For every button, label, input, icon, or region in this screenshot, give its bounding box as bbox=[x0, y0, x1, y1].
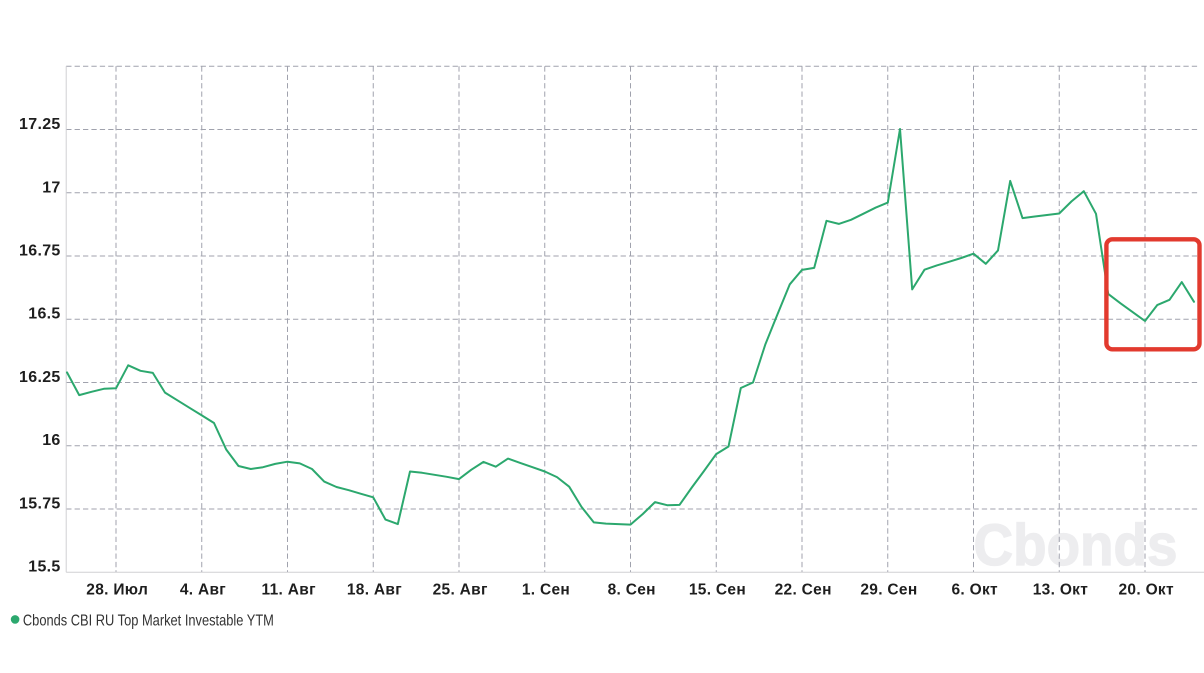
svg-text:1. Сен: 1. Сен bbox=[522, 582, 570, 599]
svg-text:17.25: 17.25 bbox=[19, 116, 61, 133]
svg-text:Cbonds CBI RU Top Market Inves: Cbonds CBI RU Top Market Investable YTM bbox=[23, 612, 274, 629]
svg-text:15.75: 15.75 bbox=[19, 496, 61, 513]
svg-text:6. Окт: 6. Окт bbox=[951, 582, 998, 599]
svg-text:20. Окт: 20. Окт bbox=[1119, 582, 1174, 599]
svg-text:16.25: 16.25 bbox=[19, 369, 61, 386]
svg-text:17: 17 bbox=[42, 179, 60, 196]
svg-text:25. Авг: 25. Авг bbox=[433, 582, 488, 599]
svg-text:15.5: 15.5 bbox=[28, 559, 60, 576]
svg-text:Cbonds: Cbonds bbox=[974, 513, 1178, 578]
svg-text:16: 16 bbox=[42, 432, 60, 449]
svg-text:13. Окт: 13. Окт bbox=[1033, 582, 1088, 599]
svg-text:11. Авг: 11. Авг bbox=[262, 582, 317, 599]
svg-text:8. Сен: 8. Сен bbox=[608, 582, 656, 599]
svg-text:22. Сен: 22. Сен bbox=[775, 582, 832, 599]
svg-text:15. Сен: 15. Сен bbox=[689, 582, 746, 599]
svg-text:16.75: 16.75 bbox=[19, 243, 61, 260]
svg-text:28. Июл: 28. Июл bbox=[86, 582, 148, 599]
svg-text:4. Авг: 4. Авг bbox=[180, 582, 226, 599]
svg-text:18. Авг: 18. Авг bbox=[347, 582, 402, 599]
svg-text:16.5: 16.5 bbox=[28, 306, 60, 323]
svg-text:29. Сен: 29. Сен bbox=[860, 582, 917, 599]
